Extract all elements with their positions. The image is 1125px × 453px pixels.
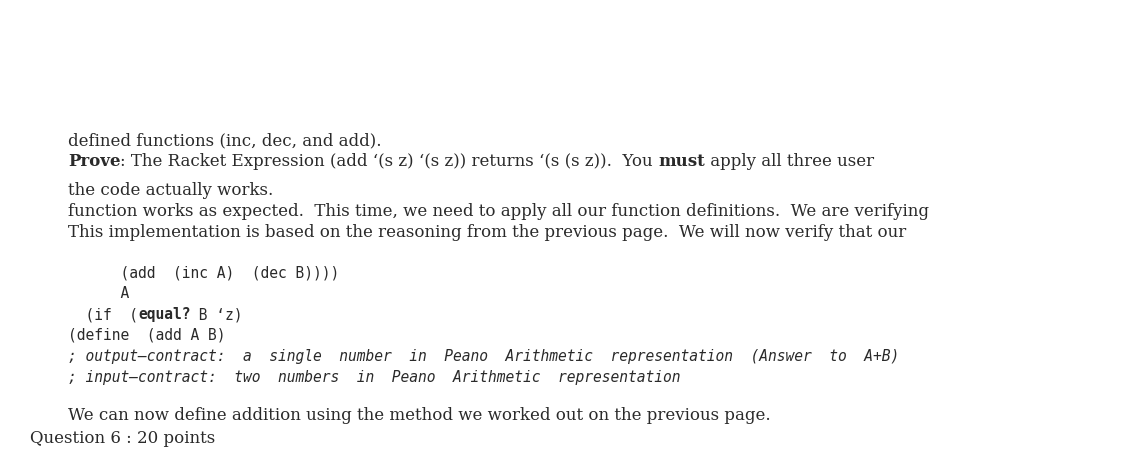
Text: A: A <box>68 286 129 301</box>
Text: ; input–contract:  two  numbers  in  Peano  Arithmetic  representation: ; input–contract: two numbers in Peano A… <box>68 370 681 385</box>
Text: (add  (inc A)  (dec B)))): (add (inc A) (dec B)))) <box>68 265 340 280</box>
Text: Question 6 : 20 points: Question 6 : 20 points <box>30 430 215 447</box>
Text: ; output–contract:  a  single  number  in  Peano  Arithmetic  representation  (A: ; output–contract: a single number in Pe… <box>68 349 899 364</box>
Text: apply all three user: apply all three user <box>705 153 874 170</box>
Text: This implementation is based on the reasoning from the previous page.  We will n: This implementation is based on the reas… <box>68 224 907 241</box>
Text: equal?: equal? <box>138 307 190 322</box>
Text: : The Racket Expression (add ‘(s z) ‘(s z)) returns ‘(s (s z)).  You: : The Racket Expression (add ‘(s z) ‘(s … <box>120 153 658 170</box>
Text: must: must <box>658 153 705 170</box>
Text: B ‘z): B ‘z) <box>190 307 243 322</box>
Text: function works as expected.  This time, we need to apply all our function defini: function works as expected. This time, w… <box>68 203 929 220</box>
Text: We can now define addition using the method we worked out on the previous page.: We can now define addition using the met… <box>68 407 771 424</box>
Text: Prove: Prove <box>68 153 120 170</box>
Text: the code actually works.: the code actually works. <box>68 182 273 199</box>
Text: (define  (add A B): (define (add A B) <box>68 328 225 343</box>
Text: (if  (: (if ( <box>68 307 138 322</box>
Text: defined functions (inc, dec, and add).: defined functions (inc, dec, and add). <box>68 132 381 149</box>
